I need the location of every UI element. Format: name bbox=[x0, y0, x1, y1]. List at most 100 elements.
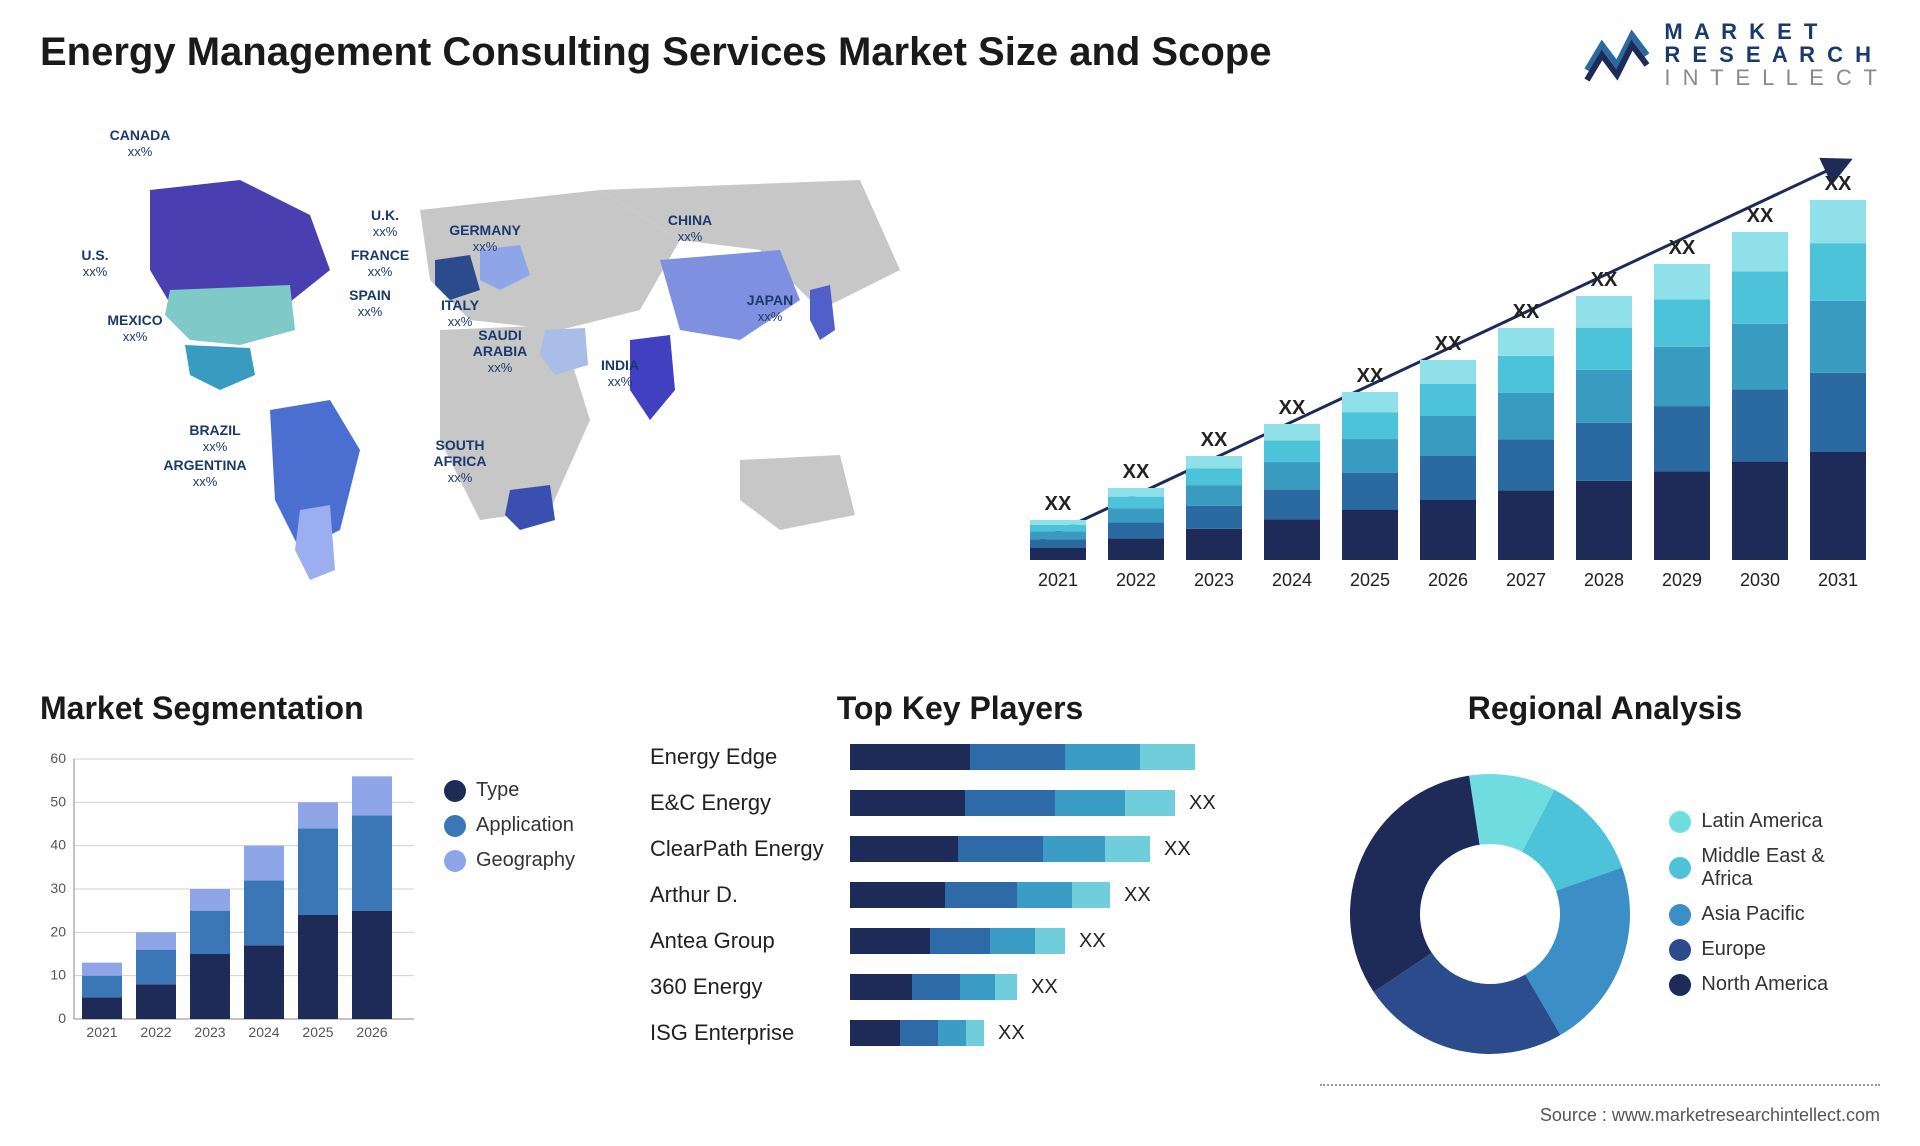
map-label: MEXICOxx% bbox=[107, 312, 162, 344]
seg-bar-seg bbox=[190, 889, 230, 911]
growth-bar-seg bbox=[1576, 328, 1632, 370]
svg-text:2021: 2021 bbox=[86, 1024, 117, 1039]
growth-bar-seg bbox=[1732, 271, 1788, 323]
svg-text:ARGENTINA: ARGENTINA bbox=[163, 457, 246, 473]
keyplayer-bar-seg bbox=[995, 974, 1017, 1000]
growth-bar-seg bbox=[1186, 529, 1242, 560]
keyplayer-value: XX bbox=[998, 1022, 1025, 1045]
growth-bar-seg bbox=[1654, 406, 1710, 471]
keyplayer-label: E&C Energy bbox=[650, 790, 850, 816]
map-label: CANADAxx% bbox=[110, 130, 171, 159]
keyplayer-bar-seg bbox=[850, 836, 958, 862]
growth-bar-seg bbox=[1576, 370, 1632, 423]
footer-divider bbox=[1320, 1084, 1880, 1086]
regional-legend-item: North America bbox=[1669, 973, 1880, 996]
svg-text:50: 50 bbox=[50, 793, 66, 809]
svg-text:2021: 2021 bbox=[1038, 570, 1078, 590]
svg-text:xx%: xx% bbox=[678, 229, 703, 244]
growth-bar-seg bbox=[1654, 300, 1710, 347]
keyplayers-title: Top Key Players bbox=[650, 690, 1270, 727]
keyplayer-bar-seg bbox=[1140, 744, 1195, 770]
seg-bar-seg bbox=[136, 950, 176, 985]
growth-bar-seg bbox=[1498, 439, 1554, 490]
page-title: Energy Management Consulting Services Ma… bbox=[40, 30, 1271, 75]
growth-bar-seg bbox=[1108, 497, 1164, 509]
growth-bar-seg bbox=[1264, 489, 1320, 519]
swatch-icon bbox=[444, 850, 466, 872]
seg-bar-seg bbox=[136, 984, 176, 1019]
svg-text:XX: XX bbox=[1201, 429, 1228, 451]
svg-text:AFRICA: AFRICA bbox=[434, 453, 487, 469]
keyplayer-label: Energy Edge bbox=[650, 744, 850, 770]
growth-bar-seg bbox=[1420, 456, 1476, 500]
svg-text:60: 60 bbox=[50, 750, 66, 766]
regional-legend-label: North America bbox=[1701, 973, 1828, 996]
seg-bar-seg bbox=[244, 945, 284, 1019]
keyplayer-bar-seg bbox=[850, 928, 930, 954]
seg-legend-item: Geography bbox=[444, 849, 575, 872]
svg-text:ARABIA: ARABIA bbox=[473, 343, 527, 359]
svg-text:JAPAN: JAPAN bbox=[747, 292, 793, 308]
svg-text:0: 0 bbox=[58, 1010, 66, 1026]
growth-bar-seg bbox=[1264, 462, 1320, 489]
growth-bar-seg bbox=[1810, 452, 1866, 560]
keyplayer-bar-seg bbox=[965, 790, 1055, 816]
map-label: SPAINxx% bbox=[349, 287, 391, 319]
keyplayers-panel: Top Key Players Energy EdgeE&C EnergyXXC… bbox=[650, 690, 1270, 1061]
svg-text:xx%: xx% bbox=[368, 264, 393, 279]
growth-bar-seg bbox=[1342, 473, 1398, 510]
keyplayer-bar-seg bbox=[1072, 882, 1110, 908]
svg-text:2027: 2027 bbox=[1506, 570, 1546, 590]
svg-text:2026: 2026 bbox=[1428, 570, 1468, 590]
growth-bar-seg bbox=[1654, 471, 1710, 560]
growth-bar-seg bbox=[1342, 439, 1398, 473]
map-label: BRAZILxx% bbox=[189, 422, 241, 454]
svg-text:U.S.: U.S. bbox=[81, 247, 108, 263]
seg-bar-seg bbox=[298, 915, 338, 1019]
svg-text:XX: XX bbox=[1591, 269, 1618, 291]
growth-bar-seg bbox=[1342, 392, 1398, 412]
map-label: U.S.xx% bbox=[81, 247, 108, 279]
regional-donut bbox=[1330, 739, 1649, 1079]
growth-bar-seg bbox=[1186, 468, 1242, 485]
seg-bar-seg bbox=[352, 776, 392, 815]
seg-bar-seg bbox=[352, 911, 392, 1019]
svg-text:XX: XX bbox=[1747, 205, 1774, 227]
growth-bar-seg bbox=[1186, 506, 1242, 529]
world-map: CANADAxx%U.S.xx%MEXICOxx%BRAZILxx%ARGENT… bbox=[40, 130, 940, 660]
map-region-india bbox=[630, 335, 675, 420]
keyplayers-list: Energy EdgeE&C EnergyXXClearPath EnergyX… bbox=[650, 739, 1270, 1051]
keyplayer-bar-seg bbox=[1055, 790, 1125, 816]
svg-text:xx%: xx% bbox=[123, 329, 148, 344]
seg-legend-label: Type bbox=[476, 779, 519, 802]
keyplayer-bar-seg bbox=[1017, 882, 1072, 908]
growth-bar-seg bbox=[1576, 481, 1632, 560]
swatch-icon bbox=[1669, 857, 1691, 879]
keyplayer-value: XX bbox=[1189, 792, 1216, 815]
keyplayer-bar-seg bbox=[850, 882, 945, 908]
keyplayer-bar-seg bbox=[912, 974, 960, 1000]
growth-bar-seg bbox=[1264, 519, 1320, 560]
regional-legend-item: Middle East & Africa bbox=[1669, 845, 1880, 891]
keyplayer-bar-seg bbox=[1043, 836, 1105, 862]
logo-line1: M A R K E T bbox=[1664, 20, 1880, 43]
regional-legend-label: Europe bbox=[1701, 938, 1766, 961]
keyplayer-value: XX bbox=[1079, 930, 1106, 953]
svg-text:SOUTH: SOUTH bbox=[436, 437, 485, 453]
growth-chart: XX2021XX2022XX2023XX2024XX2025XX2026XX20… bbox=[1000, 130, 1880, 650]
svg-text:FRANCE: FRANCE bbox=[351, 247, 409, 263]
keyplayer-bar-seg bbox=[850, 744, 970, 770]
regional-legend-label: Asia Pacific bbox=[1701, 903, 1804, 926]
growth-bar-seg bbox=[1264, 424, 1320, 440]
svg-text:xx%: xx% bbox=[608, 374, 633, 389]
regional-title: Regional Analysis bbox=[1330, 690, 1880, 727]
svg-text:xx%: xx% bbox=[83, 264, 108, 279]
keyplayer-label: Arthur D. bbox=[650, 882, 850, 908]
keyplayer-row: ISG EnterpriseXX bbox=[650, 1015, 1270, 1051]
growth-bar-seg bbox=[1420, 360, 1476, 384]
growth-bar-seg bbox=[1108, 538, 1164, 560]
svg-text:2023: 2023 bbox=[1194, 570, 1234, 590]
svg-text:2022: 2022 bbox=[1116, 570, 1156, 590]
svg-text:xx%: xx% bbox=[448, 314, 473, 329]
regional-legend-item: Asia Pacific bbox=[1669, 903, 1880, 926]
